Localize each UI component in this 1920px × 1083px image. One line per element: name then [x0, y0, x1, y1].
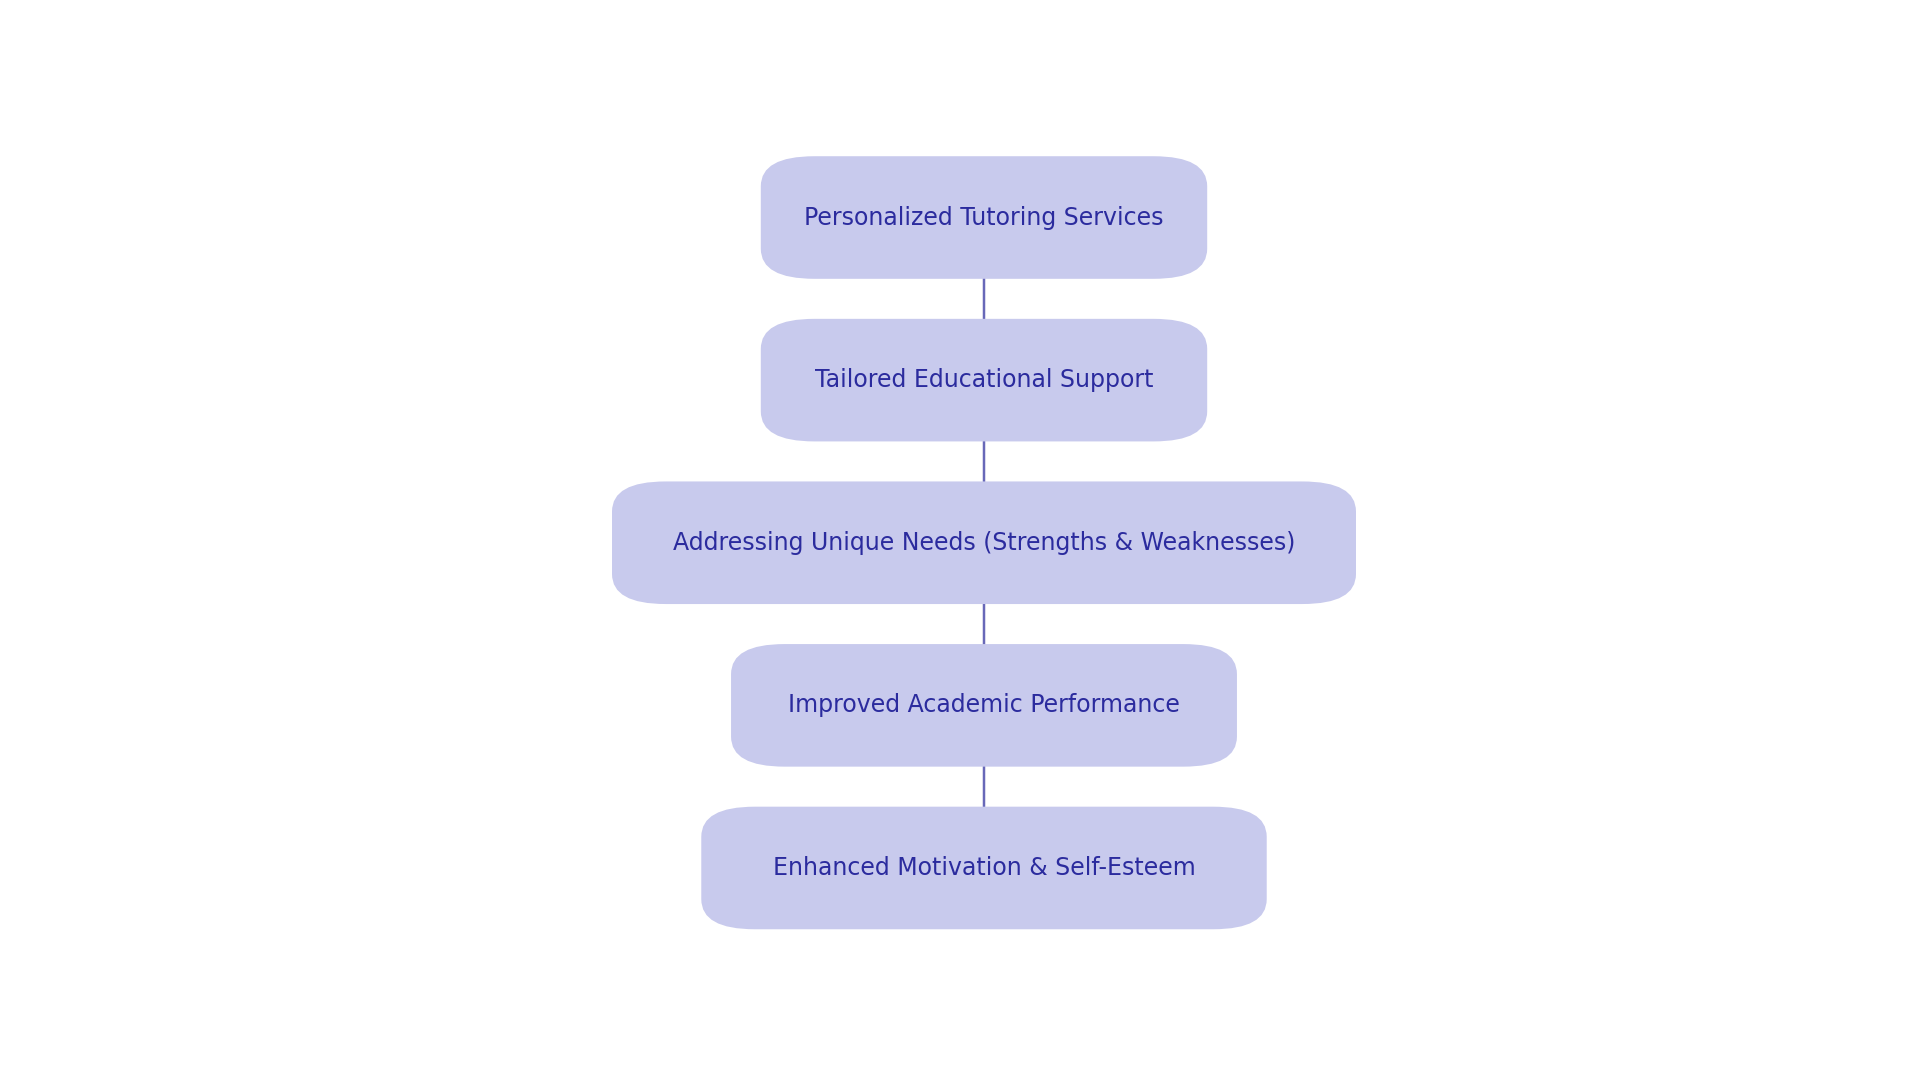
Text: Personalized Tutoring Services: Personalized Tutoring Services	[804, 206, 1164, 230]
Text: Addressing Unique Needs (Strengths & Weaknesses): Addressing Unique Needs (Strengths & Wea…	[672, 531, 1296, 554]
Text: Enhanced Motivation & Self-Esteem: Enhanced Motivation & Self-Esteem	[772, 856, 1196, 880]
Text: Tailored Educational Support: Tailored Educational Support	[814, 368, 1154, 392]
FancyBboxPatch shape	[760, 318, 1208, 442]
FancyBboxPatch shape	[612, 482, 1356, 604]
FancyBboxPatch shape	[732, 644, 1236, 767]
FancyBboxPatch shape	[701, 807, 1267, 929]
Text: Improved Academic Performance: Improved Academic Performance	[787, 693, 1181, 717]
FancyBboxPatch shape	[760, 156, 1208, 278]
